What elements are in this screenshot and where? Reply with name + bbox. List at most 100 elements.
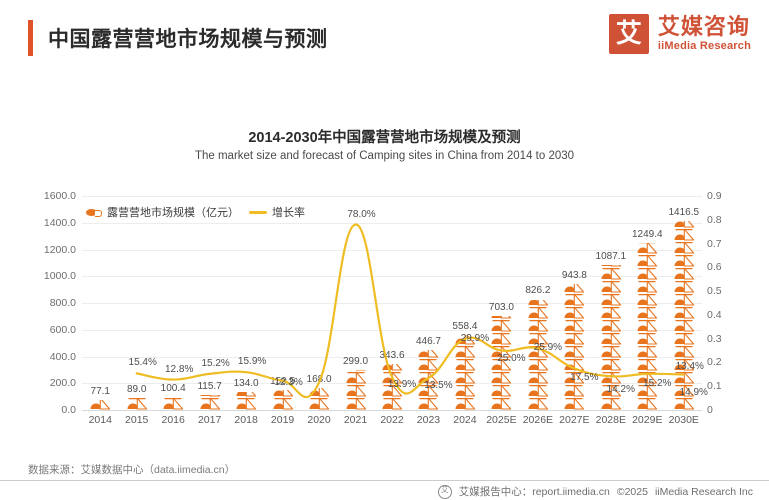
y-axis-right-tick: 0.2 bbox=[707, 356, 722, 369]
camping-tent-icon bbox=[673, 358, 695, 371]
y-axis-right-tick: 0.1 bbox=[707, 380, 722, 393]
chart-title: 2014-2030年中国露营营地市场规模及预测 bbox=[248, 130, 521, 146]
x-axis-tick: 2015 bbox=[125, 414, 149, 426]
camping-tent-icon bbox=[490, 332, 512, 345]
camping-tent-icon bbox=[673, 228, 695, 241]
footer-company: iiMedia Research Inc bbox=[654, 485, 753, 498]
bar-value-label: 446.7 bbox=[415, 336, 441, 348]
camping-tent-icon bbox=[235, 392, 257, 397]
y-axis-left-tick: 600.0 bbox=[49, 323, 76, 336]
camping-tent-icon bbox=[527, 319, 549, 332]
x-axis-tick: 2022 bbox=[380, 414, 404, 426]
bar-column[interactable] bbox=[161, 397, 185, 410]
bar-column[interactable] bbox=[635, 242, 659, 410]
bar-column[interactable] bbox=[125, 398, 149, 410]
bar-value-label: 343.6 bbox=[379, 350, 405, 362]
x-axis-tick: 2023 bbox=[416, 414, 441, 426]
footer-divider bbox=[0, 480, 769, 481]
camping-tent-icon bbox=[600, 280, 622, 293]
header-accent-bar bbox=[28, 20, 33, 56]
camping-tent-icon bbox=[600, 306, 622, 319]
camping-tent-icon bbox=[527, 397, 549, 410]
y-axis-right-tick: 0.7 bbox=[707, 237, 722, 250]
brand-mark-icon: 艾 bbox=[608, 14, 649, 54]
y-axis-left-tick: 1600.0 bbox=[43, 190, 76, 202]
camping-tent-icon bbox=[636, 280, 658, 293]
camping-tent-icon bbox=[636, 384, 658, 397]
footer-report-center[interactable]: 艾媒报告中心：report.iimedia.cn bbox=[458, 486, 610, 498]
x-axis-tick: 2029E bbox=[632, 414, 663, 426]
y-axis-right-tick: 0.9 bbox=[707, 190, 722, 202]
legend-label-market-size: 露营营地市场规模（亿元） bbox=[107, 207, 239, 219]
camping-tent-icon bbox=[454, 358, 476, 371]
camping-tent-icon bbox=[381, 397, 403, 410]
camping-tent-icon bbox=[600, 358, 622, 371]
camping-tent-icon bbox=[636, 332, 658, 345]
bar-column[interactable] bbox=[271, 389, 295, 410]
camping-tent-icon bbox=[417, 384, 439, 397]
camping-tent-icon bbox=[527, 332, 549, 345]
bar-column[interactable] bbox=[234, 392, 258, 410]
bar-column[interactable] bbox=[562, 283, 586, 410]
camping-tent-icon bbox=[490, 384, 512, 397]
y-axis-left-tick: 1200.0 bbox=[43, 243, 76, 256]
bar-column[interactable] bbox=[344, 370, 368, 410]
camping-tent-icon bbox=[673, 254, 695, 267]
camping-tent-icon bbox=[636, 306, 658, 319]
x-axis-tick: 2019 bbox=[270, 414, 295, 426]
chart-baseline bbox=[82, 410, 702, 411]
camping-tent-icon bbox=[636, 254, 658, 267]
x-axis-tick: 2026E bbox=[522, 414, 554, 426]
x-axis-tick: 2024 bbox=[453, 414, 477, 426]
camping-tent-icon bbox=[600, 371, 622, 384]
line-marker-icon bbox=[249, 210, 267, 214]
camping-tent-icon bbox=[454, 397, 476, 410]
camping-tent-icon bbox=[417, 371, 439, 384]
brand-text: 艾媒咨询 iiMedia Research bbox=[658, 15, 751, 53]
x-axis-tick: 2016 bbox=[161, 414, 185, 426]
x-axis-tick: 2030E bbox=[668, 414, 699, 426]
camping-tent-icon bbox=[673, 332, 695, 345]
y-axis-left-tick: 200.0 bbox=[49, 377, 76, 390]
chart-legend: 露营营地市场规模（亿元） 增长率 bbox=[86, 204, 305, 220]
gridline bbox=[82, 222, 702, 224]
bar-column[interactable] bbox=[380, 364, 404, 410]
chart-plot-area: 0.0 200.0 400.0 600.0 800.0 1000.0 1200.0 1400.… bbox=[0, 191, 769, 428]
legend-item-market-size[interactable]: 露营营地市场规模（亿元） bbox=[86, 204, 239, 220]
x-axis-tick: 2027E bbox=[559, 414, 590, 426]
y-axis-left-tick: 1400.0 bbox=[43, 216, 76, 229]
bar-marker-icon bbox=[86, 208, 102, 217]
camping-tent-icon bbox=[673, 397, 695, 410]
bar-column[interactable] bbox=[416, 350, 440, 410]
y-axis-right-tick: 0.3 bbox=[707, 332, 722, 345]
camping-tent-icon bbox=[600, 384, 622, 397]
bar-column[interactable] bbox=[526, 299, 550, 411]
bar-value-label: 1416.5 bbox=[668, 206, 700, 218]
y-axis-right: 0 0.1 0.2 0.3 0.4 0.5 0.6 0.7 0.8 0.9 bbox=[707, 191, 747, 416]
camping-tent-icon bbox=[417, 397, 439, 410]
x-axis-tick: 2028E bbox=[595, 414, 626, 426]
bar-column[interactable] bbox=[88, 399, 112, 410]
page-footer: 艾媒报告中心：report.iimedia.cn ©2025 iiMedia R… bbox=[437, 484, 753, 499]
camping-tent-icon bbox=[345, 370, 367, 371]
bar-column[interactable] bbox=[672, 220, 696, 410]
bar-column[interactable] bbox=[198, 394, 222, 410]
bar-value-label: 168.0 bbox=[306, 373, 332, 385]
bar-column[interactable] bbox=[489, 315, 513, 410]
legend-item-growth-rate[interactable]: 增长率 bbox=[249, 204, 305, 220]
camping-tent-icon bbox=[563, 283, 585, 293]
y-axis-left: 0.0 200.0 400.0 600.0 800.0 1000.0 1200.0 1400.… bbox=[24, 191, 76, 416]
bar-column[interactable] bbox=[307, 387, 331, 410]
camping-tent-icon bbox=[345, 371, 367, 384]
x-axis-tick: 2014 bbox=[88, 414, 112, 426]
x-axis-tick: 2018 bbox=[234, 414, 258, 426]
gridline bbox=[82, 196, 702, 197]
y-axis-left-tick: 400.0 bbox=[49, 350, 76, 363]
bar-column[interactable] bbox=[453, 335, 477, 410]
legend-label-growth-rate: 增长率 bbox=[272, 207, 305, 219]
camping-tent-icon bbox=[563, 306, 585, 319]
camping-tent-icon bbox=[636, 267, 658, 280]
camping-tent-icon bbox=[527, 345, 549, 358]
bar-column[interactable] bbox=[599, 264, 623, 410]
camping-tent-icon bbox=[563, 293, 585, 306]
